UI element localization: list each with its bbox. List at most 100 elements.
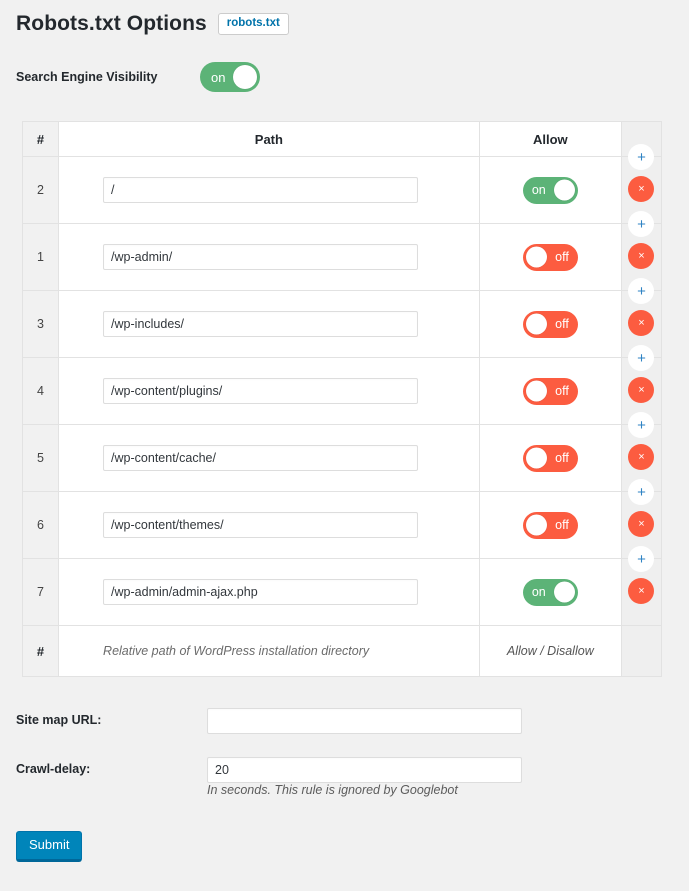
toggle-state-label: on (531, 183, 546, 197)
toggle-knob (233, 65, 257, 89)
add-row-icon[interactable]: + (628, 546, 655, 572)
column-header-allow: Allow (478, 121, 622, 157)
footer-number-label: # (21, 625, 60, 677)
row-allow-cell: off (478, 357, 622, 425)
crawl-delay-input[interactable] (207, 757, 522, 783)
delete-row-icon[interactable]: × (628, 377, 655, 403)
row-allow-cell: off (478, 491, 622, 559)
allow-toggle-wrapper: off (480, 377, 621, 405)
path-input[interactable] (103, 378, 419, 404)
row-action-buttons: + × (628, 278, 655, 336)
table-row: 5off+× (21, 412, 663, 492)
table-row: 4off+× (21, 345, 663, 425)
row-action-buttons: + × (628, 479, 655, 537)
path-input[interactable] (103, 177, 419, 203)
row-path-cell (58, 290, 480, 358)
table-header: # Path Allow (21, 121, 663, 157)
toggle-knob (525, 447, 547, 469)
table-footer: # Relative path of WordPress installatio… (21, 625, 663, 677)
page-title: Robots.txt Options (16, 12, 207, 35)
column-header-path: Path (58, 121, 480, 157)
search-engine-visibility-label: Search Engine Visibility (16, 70, 158, 84)
delete-row-icon[interactable]: × (628, 511, 655, 537)
table-row: 6off+× (21, 479, 663, 559)
delete-row-icon[interactable]: × (628, 176, 655, 202)
sitemap-url-input[interactable] (207, 708, 522, 734)
allow-toggle-wrapper: off (480, 511, 621, 539)
allow-toggle[interactable]: off (522, 377, 578, 405)
add-row-icon[interactable]: + (628, 345, 655, 371)
row-action-buttons: + × (628, 412, 655, 470)
allow-toggle[interactable]: on (522, 176, 578, 204)
delete-row-icon[interactable]: × (628, 310, 655, 336)
row-path-cell (58, 357, 480, 425)
footer-allow-note: Allow / Disallow (506, 644, 594, 658)
allow-toggle[interactable]: off (522, 243, 578, 271)
row-allow-cell: on (478, 558, 622, 626)
crawl-delay-label: Crawl-delay: (16, 762, 91, 776)
row-allow-cell: off (478, 223, 622, 291)
delete-row-icon[interactable]: × (628, 578, 655, 604)
path-input[interactable] (103, 445, 419, 471)
allow-toggle[interactable]: on (522, 578, 578, 606)
row-path-cell (58, 424, 480, 492)
crawl-delay-hint: In seconds. This rule is ignored by Goog… (207, 783, 458, 797)
column-header-number: # (21, 121, 60, 157)
path-input[interactable] (103, 512, 419, 538)
table-row: 2 on + × (21, 144, 663, 224)
row-number: 3 (21, 290, 60, 358)
row-number: 2 (21, 156, 60, 224)
allow-toggle-wrapper: off (480, 310, 621, 338)
search-engine-visibility-toggle[interactable]: on (200, 62, 260, 92)
footer-allow-note-cell: Allow / Disallow (478, 625, 622, 677)
footer-path-note: Relative path of WordPress installation … (103, 644, 370, 658)
add-row-icon[interactable]: + (628, 412, 655, 438)
allow-toggle-wrapper: off (480, 444, 621, 472)
toggle-state-label: off (555, 317, 569, 331)
row-allow-cell: on (478, 156, 622, 224)
row-actions-cell: + × (620, 546, 663, 626)
allow-toggle-wrapper: on (480, 176, 621, 204)
search-engine-visibility-row: Search Engine Visibility on (16, 62, 260, 92)
toggle-state-label: on (211, 69, 226, 85)
row-actions-cell: + × (620, 412, 663, 492)
row-action-buttons: + × (628, 546, 655, 604)
allow-toggle[interactable]: off (522, 310, 578, 338)
toggle-state-label: off (555, 451, 569, 465)
delete-row-icon[interactable]: × (628, 243, 655, 269)
row-allow-cell: off (478, 290, 622, 358)
sitemap-url-row: Site map URL: (16, 708, 522, 734)
table-row: 1off+× (21, 211, 663, 291)
row-action-buttons: + × (628, 211, 655, 269)
sitemap-url-label: Site map URL: (16, 713, 102, 727)
toggle-state-label: on (531, 585, 546, 599)
table-body: 2on+×1off+×3off+×4off+×5off+×6off+×7on+× (21, 144, 663, 626)
robots-txt-file-link[interactable]: robots.txt (217, 13, 289, 35)
table-row: 3off+× (21, 278, 663, 358)
allow-toggle[interactable]: off (522, 444, 578, 472)
row-path-cell (58, 558, 480, 626)
submit-button[interactable]: Submit (16, 831, 83, 862)
row-number: 1 (21, 223, 60, 291)
table-footer-row: # Relative path of WordPress installatio… (21, 625, 663, 677)
footer-path-note-cell: Relative path of WordPress installation … (58, 625, 480, 677)
path-input[interactable] (103, 579, 419, 605)
add-row-icon[interactable]: + (628, 211, 655, 237)
add-row-icon[interactable]: + (628, 479, 655, 505)
path-input[interactable] (103, 311, 419, 337)
toggle-knob (525, 313, 547, 335)
toggle-knob (553, 179, 575, 201)
add-row-icon[interactable]: + (628, 144, 655, 170)
delete-row-icon[interactable]: × (628, 444, 655, 470)
allow-toggle-wrapper: on (480, 578, 621, 606)
footer-actions-cell (620, 625, 663, 677)
path-input[interactable] (103, 244, 419, 270)
row-path-cell (58, 491, 480, 559)
toggle-knob (525, 380, 547, 402)
page-header: Robots.txt Options robots.txt (16, 10, 289, 38)
row-path-cell (58, 223, 480, 291)
allow-toggle[interactable]: off (522, 511, 578, 539)
row-allow-cell: off (478, 424, 622, 492)
add-row-icon[interactable]: + (628, 278, 655, 304)
